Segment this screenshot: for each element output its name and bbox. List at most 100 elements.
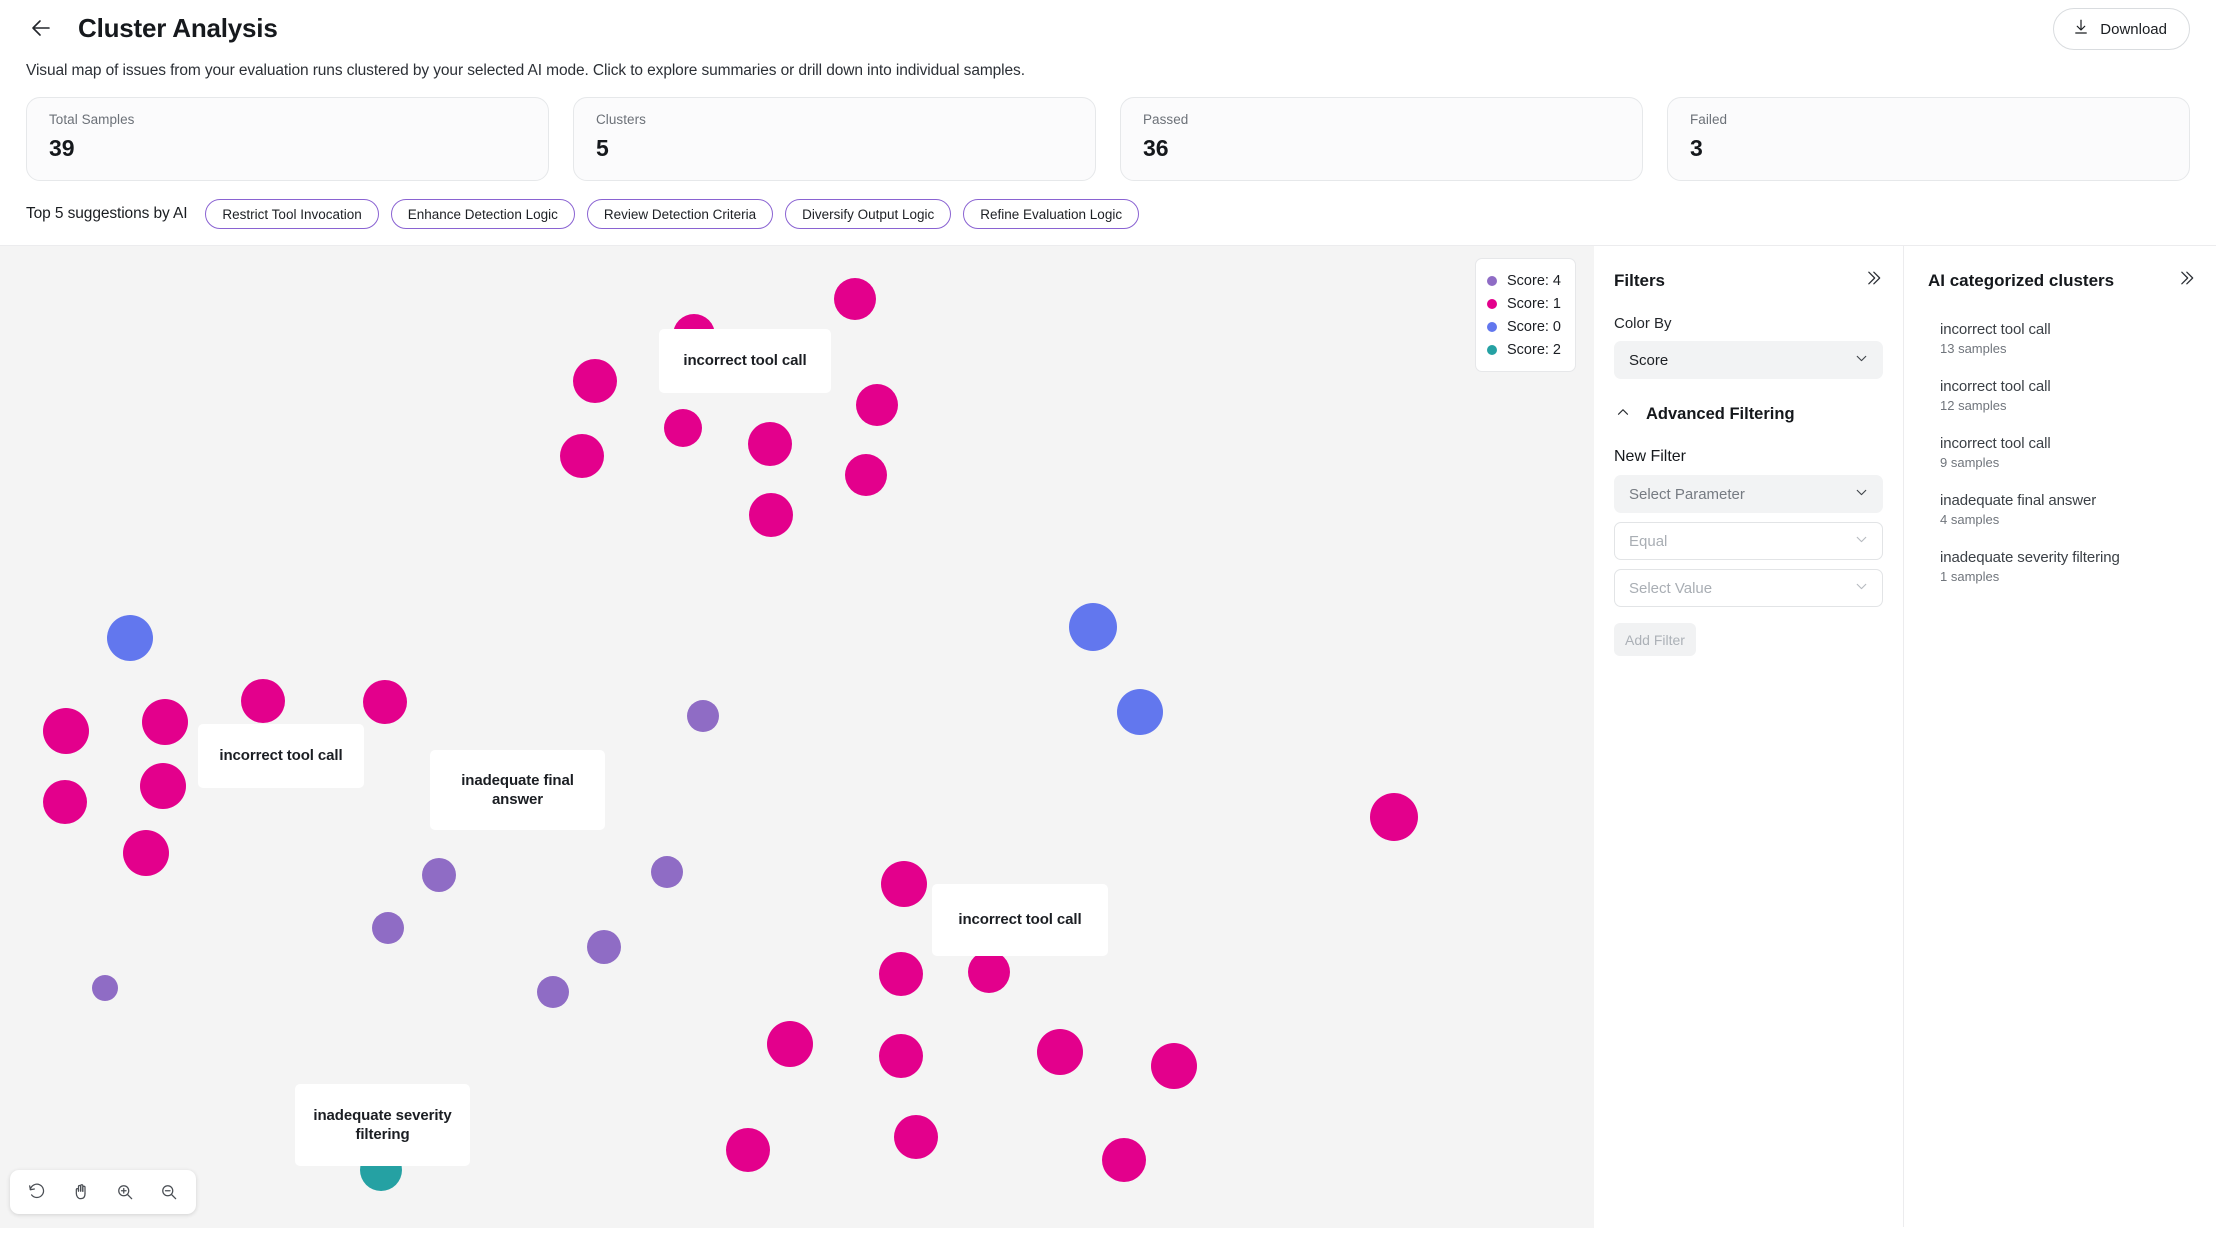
suggestion-chip-3[interactable]: Diversify Output Logic bbox=[785, 199, 952, 229]
scatter-point[interactable] bbox=[92, 975, 118, 1001]
scatter-point[interactable] bbox=[845, 454, 887, 496]
color-by-select[interactable]: Score bbox=[1614, 341, 1883, 379]
legend-color-swatch bbox=[1487, 321, 1497, 332]
legend-item-1[interactable]: Score: 1 bbox=[1487, 292, 1561, 315]
clusters-title: AI categorized clusters bbox=[1928, 270, 2115, 290]
scatter-point[interactable] bbox=[1037, 1029, 1083, 1075]
scatter-point[interactable] bbox=[1102, 1138, 1146, 1182]
scatter-point[interactable] bbox=[372, 912, 404, 944]
suggestion-chip-0[interactable]: Restrict Tool Invocation bbox=[205, 199, 379, 229]
scatter-point[interactable] bbox=[1151, 1043, 1197, 1089]
stat-label: Clusters bbox=[596, 112, 646, 127]
zoom-out-icon[interactable] bbox=[150, 1174, 188, 1210]
chevron-down-icon bbox=[1853, 531, 1870, 552]
scatter-point[interactable] bbox=[43, 708, 89, 754]
cluster-label[interactable]: incorrect tool call bbox=[932, 884, 1108, 956]
scatter-point[interactable] bbox=[767, 1021, 813, 1067]
stat-label: Total Samples bbox=[49, 112, 135, 127]
filters-panel: Filters Color By Score Advanced Filterin… bbox=[1594, 246, 1904, 1227]
cluster-scatter-plot[interactable]: Score: 4 Score: 1 Score: 0 Score: 2 incorre… bbox=[0, 246, 1594, 1228]
operator-placeholder: Equal bbox=[1629, 532, 1668, 550]
chevron-double-right-icon[interactable] bbox=[2176, 268, 2196, 293]
chevron-down-icon bbox=[1853, 484, 1870, 505]
cluster-list-item[interactable]: incorrect tool call 9 samples bbox=[1940, 435, 2196, 470]
scatter-point[interactable] bbox=[968, 951, 1010, 993]
parameter-select[interactable]: Select Parameter bbox=[1614, 475, 1883, 513]
stat-value: 3 bbox=[1690, 135, 1703, 161]
cluster-item-name: incorrect tool call bbox=[1940, 321, 2051, 338]
stat-label: Failed bbox=[1690, 112, 1728, 127]
ai-suggestions-row: Top 5 suggestions by AI Restrict Tool In… bbox=[0, 181, 2216, 229]
page-subtitle: Visual map of issues from your evaluatio… bbox=[26, 62, 1025, 79]
cluster-item-count: 12 samples bbox=[1940, 398, 2007, 413]
cluster-item-name: inadequate severity filtering bbox=[1940, 549, 2120, 566]
scatter-point[interactable] bbox=[140, 763, 186, 809]
scatter-point[interactable] bbox=[560, 434, 604, 478]
stat-card-clusters: Clusters 5 bbox=[573, 97, 1096, 181]
scatter-point[interactable] bbox=[687, 700, 719, 732]
scatter-point[interactable] bbox=[834, 278, 876, 320]
scatter-point[interactable] bbox=[726, 1128, 770, 1172]
new-filter-label: New Filter bbox=[1614, 448, 1687, 465]
scatter-point[interactable] bbox=[894, 1115, 938, 1159]
scatter-point[interactable] bbox=[881, 861, 927, 907]
suggestion-chip-2[interactable]: Review Detection Criteria bbox=[586, 199, 774, 229]
cluster-label[interactable]: incorrect tool call bbox=[659, 329, 831, 393]
suggestion-chip-4[interactable]: Refine Evaluation Logic bbox=[963, 199, 1140, 229]
cluster-list-item[interactable]: incorrect tool call 13 samples bbox=[1940, 321, 2196, 356]
scatter-point[interactable] bbox=[856, 384, 898, 426]
scatter-point[interactable] bbox=[748, 422, 792, 466]
scatter-point[interactable] bbox=[879, 1034, 923, 1078]
cluster-list-item[interactable]: incorrect tool call 12 samples bbox=[1940, 378, 2196, 413]
chevron-down-icon bbox=[1853, 350, 1870, 371]
scatter-point[interactable] bbox=[107, 615, 153, 661]
legend-label: Score: 4 bbox=[1507, 272, 1561, 289]
scatter-point[interactable] bbox=[651, 856, 683, 888]
score-legend: Score: 4 Score: 1 Score: 0 Score: 2 bbox=[1475, 258, 1576, 372]
reset-view-icon[interactable] bbox=[18, 1174, 56, 1210]
cluster-list-item[interactable]: inadequate final answer 4 samples bbox=[1940, 492, 2196, 527]
cluster-label[interactable]: incorrect tool call bbox=[198, 724, 364, 788]
legend-item-0[interactable]: Score: 4 bbox=[1487, 269, 1561, 292]
scatter-point[interactable] bbox=[241, 679, 285, 723]
cluster-list-item[interactable]: inadequate severity filtering 1 samples bbox=[1940, 549, 2196, 584]
legend-item-2[interactable]: Score: 0 bbox=[1487, 315, 1561, 338]
scatter-point[interactable] bbox=[142, 699, 188, 745]
advanced-filtering-toggle[interactable]: Advanced Filtering bbox=[1614, 403, 1883, 426]
download-icon bbox=[2072, 18, 2090, 40]
legend-color-swatch bbox=[1487, 344, 1497, 355]
cluster-label[interactable]: inadequate final answer bbox=[430, 750, 605, 830]
cluster-label[interactable]: inadequate severity filtering bbox=[295, 1084, 470, 1166]
stat-cards: Total Samples 39 Clusters 5 Passed 36 Fa… bbox=[0, 80, 2216, 181]
scatter-point[interactable] bbox=[363, 680, 407, 724]
value-select[interactable]: Select Value bbox=[1614, 569, 1883, 607]
legend-color-swatch bbox=[1487, 275, 1497, 286]
scatter-point[interactable] bbox=[749, 493, 793, 537]
scatter-point[interactable] bbox=[879, 952, 923, 996]
scatter-point[interactable] bbox=[587, 930, 621, 964]
scatter-point[interactable] bbox=[1370, 793, 1418, 841]
scatter-point[interactable] bbox=[123, 830, 169, 876]
legend-item-3[interactable]: Score: 2 bbox=[1487, 338, 1561, 361]
color-by-value: Score bbox=[1629, 351, 1669, 369]
pan-hand-icon[interactable] bbox=[62, 1174, 100, 1210]
download-button[interactable]: Download bbox=[2053, 8, 2190, 50]
scatter-point[interactable] bbox=[1117, 689, 1163, 735]
cluster-item-count: 9 samples bbox=[1940, 455, 2000, 470]
value-placeholder: Select Value bbox=[1629, 579, 1713, 597]
scatter-point[interactable] bbox=[664, 409, 702, 447]
scatter-point[interactable] bbox=[537, 976, 569, 1008]
scatter-point[interactable] bbox=[422, 858, 456, 892]
arrow-left-icon[interactable] bbox=[26, 13, 56, 43]
suggestion-chip-1[interactable]: Enhance Detection Logic bbox=[390, 199, 575, 229]
page-header: Cluster Analysis Download bbox=[0, 0, 2216, 56]
chevron-double-right-icon[interactable] bbox=[1863, 268, 1883, 293]
chevron-up-icon bbox=[1614, 403, 1632, 426]
stat-value: 39 bbox=[49, 135, 75, 161]
zoom-in-icon[interactable] bbox=[106, 1174, 144, 1210]
operator-select[interactable]: Equal bbox=[1614, 522, 1883, 560]
scatter-point[interactable] bbox=[1069, 603, 1117, 651]
add-filter-button[interactable]: Add Filter bbox=[1614, 623, 1696, 656]
scatter-point[interactable] bbox=[573, 359, 617, 403]
scatter-point[interactable] bbox=[43, 780, 87, 824]
